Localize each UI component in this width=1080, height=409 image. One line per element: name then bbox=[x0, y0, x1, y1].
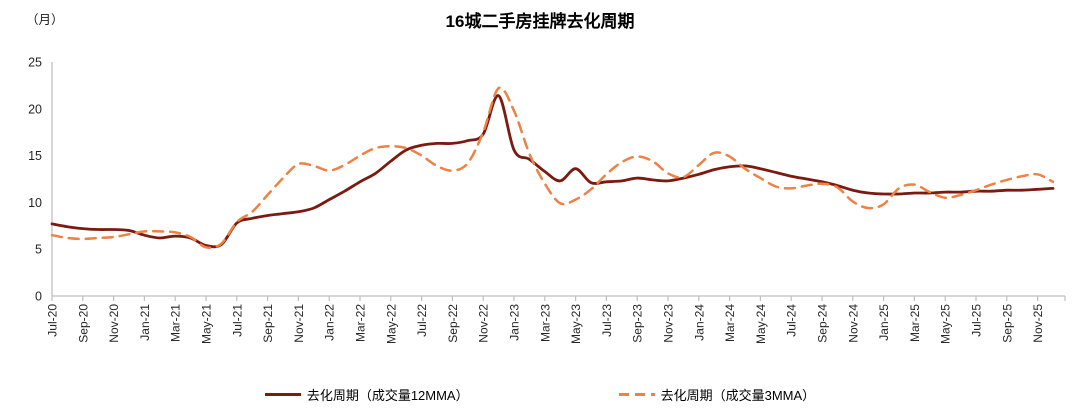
x-tick-label: Sep-23 bbox=[631, 304, 645, 343]
y-axis-unit-label: （月） bbox=[26, 13, 64, 27]
x-tick-label: Jul-23 bbox=[600, 304, 614, 337]
chart-title: 16城二手房挂牌去化周期 bbox=[445, 12, 635, 31]
series-line-3mma bbox=[50, 86, 1055, 250]
x-tick-label: Jan-23 bbox=[508, 304, 522, 341]
x-tick-label: Nov-23 bbox=[662, 304, 676, 343]
x-tick-label: Jul-21 bbox=[230, 304, 244, 337]
x-tick-label: Nov-21 bbox=[292, 304, 306, 343]
legend-line-solid-icon bbox=[264, 393, 301, 396]
x-tick-label: Mar-24 bbox=[723, 304, 737, 342]
x-tick-label: May-21 bbox=[200, 304, 214, 344]
y-tick-label: 10 bbox=[28, 196, 42, 210]
legend-label-3mma: 去化周期（成交量3MMA） bbox=[660, 388, 816, 403]
legend-item-3mma: 去化周期（成交量3MMA） bbox=[618, 385, 816, 404]
x-tick-label: Sep-22 bbox=[446, 304, 460, 343]
x-tick-label: Mar-25 bbox=[908, 304, 922, 342]
x-tick-label: May-22 bbox=[384, 304, 398, 344]
legend-label-12mma: 去化周期（成交量12MMA） bbox=[306, 388, 469, 403]
legend: 去化周期（成交量12MMA） 去化周期（成交量3MMA） bbox=[0, 385, 1080, 404]
x-tick-label: Nov-20 bbox=[107, 304, 121, 343]
x-tick-label: Mar-22 bbox=[354, 304, 368, 342]
x-tick-label: Nov-24 bbox=[846, 304, 860, 343]
legend-item-12mma: 去化周期（成交量12MMA） bbox=[264, 385, 469, 404]
x-tick-label: Jan-21 bbox=[138, 304, 152, 341]
legend-line-dashed-icon bbox=[618, 393, 655, 396]
x-tick-label: Jul-24 bbox=[785, 304, 799, 337]
x-tick-label: May-24 bbox=[754, 304, 768, 344]
x-tick-label: Jul-20 bbox=[46, 304, 60, 337]
y-tick-label: 0 bbox=[35, 290, 42, 304]
x-tick-label: Mar-23 bbox=[538, 304, 552, 342]
x-tick-label: Jan-24 bbox=[692, 304, 706, 341]
x-tick-label: Nov-22 bbox=[477, 304, 491, 343]
x-tick-label: Mar-21 bbox=[169, 304, 183, 342]
y-tick-label: 5 bbox=[35, 243, 42, 257]
x-tick-label: Jul-22 bbox=[415, 304, 429, 337]
y-tick-label: 25 bbox=[28, 56, 42, 70]
x-tick-label: Sep-24 bbox=[816, 304, 830, 343]
y-tick-label: 15 bbox=[28, 149, 42, 163]
x-tick-label: May-25 bbox=[939, 304, 953, 344]
x-tick-label: Sep-25 bbox=[1000, 304, 1014, 343]
x-tick-label: Jul-25 bbox=[970, 304, 984, 337]
x-tick-label: Jan-22 bbox=[323, 304, 337, 341]
x-tick-label: May-23 bbox=[569, 304, 583, 344]
x-tick-label: Sep-21 bbox=[261, 304, 275, 343]
x-tick-label: Nov-25 bbox=[1031, 304, 1045, 343]
x-tick-label: Sep-20 bbox=[76, 304, 90, 343]
y-tick-label: 20 bbox=[28, 102, 42, 116]
x-tick-label: Jan-25 bbox=[877, 304, 891, 341]
series-line-12mma bbox=[50, 94, 1055, 249]
